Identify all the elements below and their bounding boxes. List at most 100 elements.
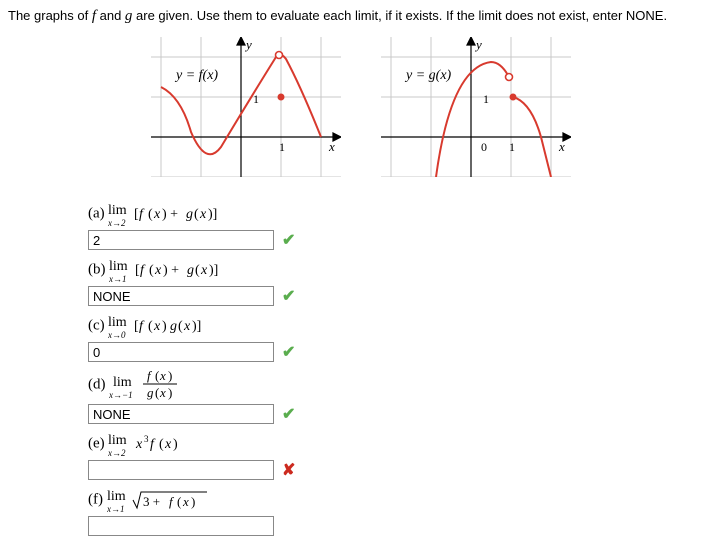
- problem-d: (d) lim x→−1 f ( x ) g ( x ) ✔: [88, 368, 713, 424]
- svg-text:lim: lim: [108, 203, 127, 218]
- svg-text:(: (: [194, 207, 199, 222]
- problem-a: (a) lim x→2 [ f ( x ) + g ( x )] ✔: [88, 200, 713, 250]
- graph-g-ytick: 1: [483, 92, 489, 106]
- graph-f-ytick: 1: [253, 92, 259, 106]
- svg-text:): ): [162, 319, 167, 334]
- svg-text:)]: )]: [192, 319, 201, 334]
- svg-text:lim: lim: [113, 375, 132, 390]
- answer-b-input[interactable]: [88, 286, 274, 306]
- svg-text:) +: ) +: [163, 263, 179, 278]
- answer-e-input[interactable]: [88, 460, 274, 480]
- check-icon: ✔: [282, 286, 295, 306]
- svg-text:x→0: x→0: [108, 330, 126, 340]
- graph-g-x-axis: x: [558, 139, 565, 154]
- cross-icon: ✘: [282, 460, 295, 480]
- svg-text:x: x: [182, 494, 189, 509]
- svg-text:lim: lim: [107, 489, 126, 504]
- svg-text:g: g: [170, 319, 177, 334]
- problem-a-math: lim x→2 [ f ( x ) + g ( x )]: [108, 200, 228, 228]
- svg-text:f: f: [150, 437, 156, 452]
- problem-c-math: lim x→0 [ f ( x ) g ( x )]: [108, 312, 218, 340]
- problem-d-label: (d) lim x→−1 f ( x ) g ( x ): [88, 368, 189, 402]
- problems-list: (a) lim x→2 [ f ( x ) + g ( x )] ✔ (b): [88, 200, 713, 536]
- problem-f: (f) lim x→1 3 + f ( x ): [88, 486, 713, 536]
- svg-text:(: (: [177, 494, 181, 509]
- svg-text:x: x: [200, 263, 208, 278]
- svg-text:lim: lim: [108, 315, 127, 330]
- problem-b: (b) lim x→1 [ f ( x ) + g ( x )] ✔: [88, 256, 713, 306]
- answer-d-input[interactable]: [88, 404, 274, 424]
- svg-text:(: (: [148, 319, 153, 334]
- problem-c: (c) lim x→0 [ f ( x ) g ( x )] ✔: [88, 312, 713, 362]
- problem-e-label: (e) lim x→2 x 3 f ( x ): [88, 430, 198, 458]
- check-icon: ✔: [282, 230, 295, 250]
- check-icon: ✔: [282, 342, 295, 362]
- svg-text:) +: ) +: [162, 207, 178, 222]
- svg-text:x→−1: x→−1: [109, 390, 133, 400]
- svg-text:lim: lim: [109, 259, 128, 274]
- svg-text:f: f: [139, 319, 145, 334]
- svg-text:(: (: [148, 207, 153, 222]
- svg-text:): ): [168, 368, 172, 383]
- svg-text:x→1: x→1: [107, 504, 125, 514]
- svg-text:f: f: [169, 494, 175, 509]
- problem-a-label: (a) lim x→2 [ f ( x ) + g ( x )]: [88, 200, 228, 228]
- answer-c-input[interactable]: [88, 342, 274, 362]
- svg-text:): ): [168, 385, 172, 400]
- graph-g-xtick: 1: [509, 140, 515, 154]
- graph-g-svg: y = g(x) y x 0 1 1: [381, 37, 571, 177]
- graph-f-label: y = f(x): [174, 68, 218, 83]
- svg-text:x→2: x→2: [108, 218, 126, 228]
- svg-text:g: g: [187, 263, 194, 278]
- svg-text:x: x: [159, 368, 166, 383]
- svg-text:g: g: [147, 385, 154, 400]
- svg-text:3 +: 3 +: [143, 494, 160, 509]
- svg-text:g: g: [186, 207, 193, 222]
- svg-text:x: x: [159, 385, 166, 400]
- svg-text:(: (: [149, 263, 154, 278]
- problem-e-math: lim x→2 x 3 f ( x ): [108, 430, 198, 458]
- svg-text:)]: )]: [208, 207, 217, 222]
- graphs-container: y = f(x) y x 1 1: [8, 37, 713, 180]
- svg-text:x: x: [153, 319, 161, 334]
- graph-g-label: y = g(x): [404, 68, 452, 83]
- problem-e: (e) lim x→2 x 3 f ( x ) ✘: [88, 430, 713, 480]
- svg-text:x→2: x→2: [108, 448, 126, 458]
- svg-text:): ): [191, 494, 195, 509]
- svg-text:3: 3: [144, 434, 149, 444]
- svg-text:x: x: [154, 263, 162, 278]
- graph-f-y-axis: y: [244, 37, 252, 52]
- svg-text:f: f: [147, 368, 153, 383]
- svg-text:(: (: [155, 368, 159, 383]
- svg-text:x: x: [153, 207, 161, 222]
- svg-text:f: f: [139, 207, 145, 222]
- graph-f-x-axis: x: [328, 139, 335, 154]
- problem-d-math: lim x→−1 f ( x ) g ( x ): [109, 368, 189, 402]
- graph-f-xtick: 1: [279, 140, 285, 154]
- answer-a-input[interactable]: [88, 230, 274, 250]
- graph-g: y = g(x) y x 0 1 1: [381, 37, 571, 180]
- svg-text:(: (: [159, 437, 164, 452]
- svg-text:x: x: [164, 437, 172, 452]
- graph-g-origin: 0: [481, 140, 487, 154]
- svg-text:x: x: [183, 319, 191, 334]
- svg-text:f: f: [140, 263, 146, 278]
- graph-f-svg: y = f(x) y x 1 1: [151, 37, 341, 177]
- svg-text:): ): [173, 437, 178, 452]
- instruction-text: The graphs of f and g are given. Use the…: [8, 8, 713, 25]
- svg-text:(: (: [178, 319, 183, 334]
- answer-f-input[interactable]: [88, 516, 274, 536]
- graph-f: y = f(x) y x 1 1: [151, 37, 341, 180]
- problem-f-math: lim x→1 3 + f ( x ): [107, 486, 217, 514]
- check-icon: ✔: [282, 404, 295, 424]
- problem-c-label: (c) lim x→0 [ f ( x ) g ( x )]: [88, 312, 218, 340]
- problem-f-label: (f) lim x→1 3 + f ( x ): [88, 486, 217, 514]
- svg-text:x→1: x→1: [109, 274, 127, 284]
- problem-b-math: lim x→1 [ f ( x ) + g ( x )]: [109, 256, 229, 284]
- svg-text:x: x: [135, 437, 143, 452]
- svg-text:x: x: [199, 207, 207, 222]
- svg-text:lim: lim: [108, 433, 127, 448]
- svg-text:)]: )]: [209, 263, 218, 278]
- svg-text:(: (: [155, 385, 159, 400]
- svg-text:(: (: [195, 263, 200, 278]
